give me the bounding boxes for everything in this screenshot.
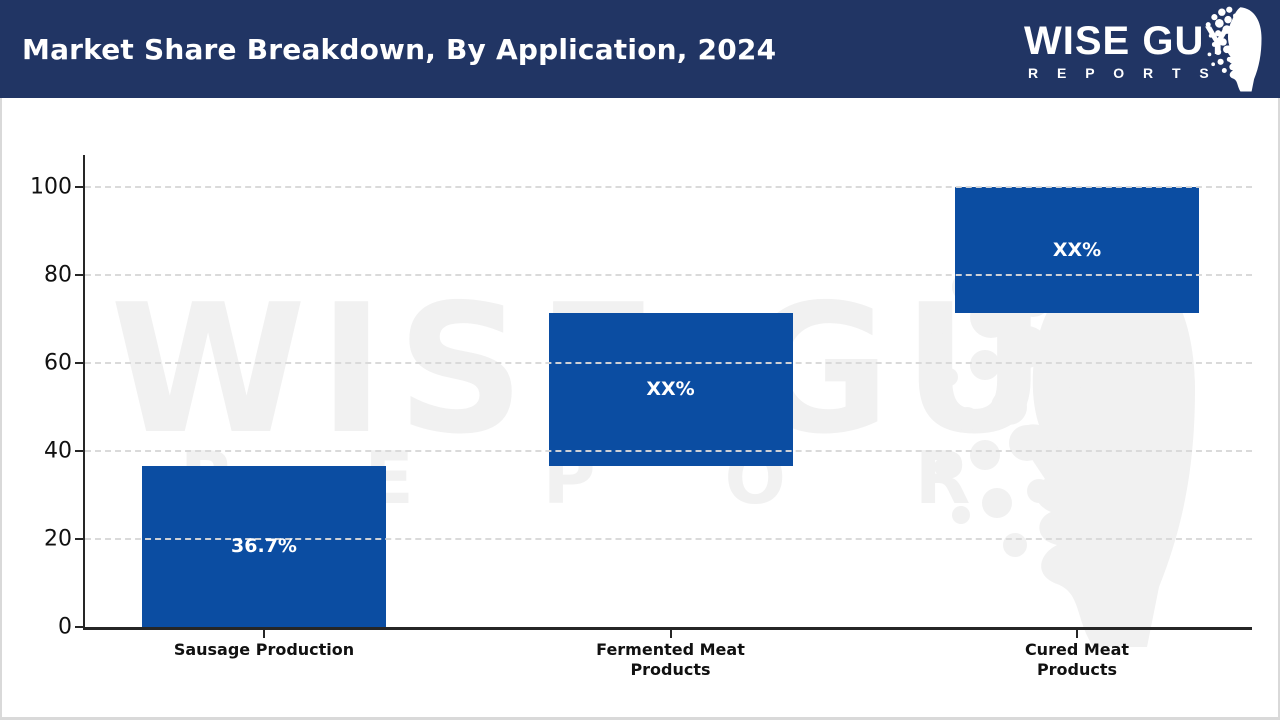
watermark-face-icon	[925, 236, 1195, 647]
bar-value-label: XX%	[1052, 239, 1102, 262]
y-tick-label: 100	[30, 174, 72, 200]
logo-face-icon	[1205, 6, 1262, 92]
x-axis-line	[83, 627, 1252, 630]
gridline	[85, 274, 1252, 276]
bar-segment	[142, 465, 386, 627]
logo-wordmark: WISE GUY	[1024, 19, 1232, 63]
x-tick-mark	[263, 630, 265, 638]
y-tick-mark	[75, 626, 83, 628]
category-label-line: Products	[1036, 660, 1118, 679]
y-tick-label: 60	[44, 350, 72, 376]
y-tick-label: 20	[44, 526, 72, 552]
bar-segment	[955, 187, 1199, 314]
y-tick-mark	[75, 538, 83, 540]
category-label-line: Fermented Meat	[596, 640, 745, 659]
x-tick-mark	[1076, 630, 1078, 638]
gridline	[85, 186, 1252, 188]
bar-value-label: 36.7%	[231, 535, 297, 558]
bar-segment	[548, 313, 793, 466]
y-tick-mark	[75, 274, 83, 276]
y-tick-label: 80	[44, 262, 72, 288]
category-label-line: Cured Meat	[1024, 640, 1130, 659]
category-label-line: Sausage Production	[173, 640, 355, 659]
y-axis-line	[83, 155, 85, 630]
wise-guy-reports-logo: WISE GUY R E P O R T S	[1024, 6, 1262, 92]
category-label: Cured Meat Products	[917, 640, 1237, 680]
y-tick-label: 0	[58, 614, 72, 640]
header-band: Market Share Breakdown, By Application, …	[0, 0, 1280, 98]
x-tick-mark	[669, 630, 672, 638]
category-label: Sausage Production	[104, 640, 424, 660]
bar-value-label: XX%	[646, 378, 695, 401]
gridline	[85, 450, 1252, 452]
y-tick-mark	[75, 450, 83, 452]
gridline	[85, 538, 1252, 540]
category-label: Fermented Meat Products	[511, 640, 831, 680]
logo-subtext: R E P O R T S	[1028, 65, 1216, 81]
page-title: Market Share Breakdown, By Application, …	[22, 32, 777, 66]
category-label-line: Products	[630, 660, 711, 679]
y-tick-mark	[75, 186, 83, 188]
y-tick-mark	[75, 362, 83, 364]
y-tick-label: 40	[44, 438, 72, 464]
gridline	[85, 362, 1252, 364]
